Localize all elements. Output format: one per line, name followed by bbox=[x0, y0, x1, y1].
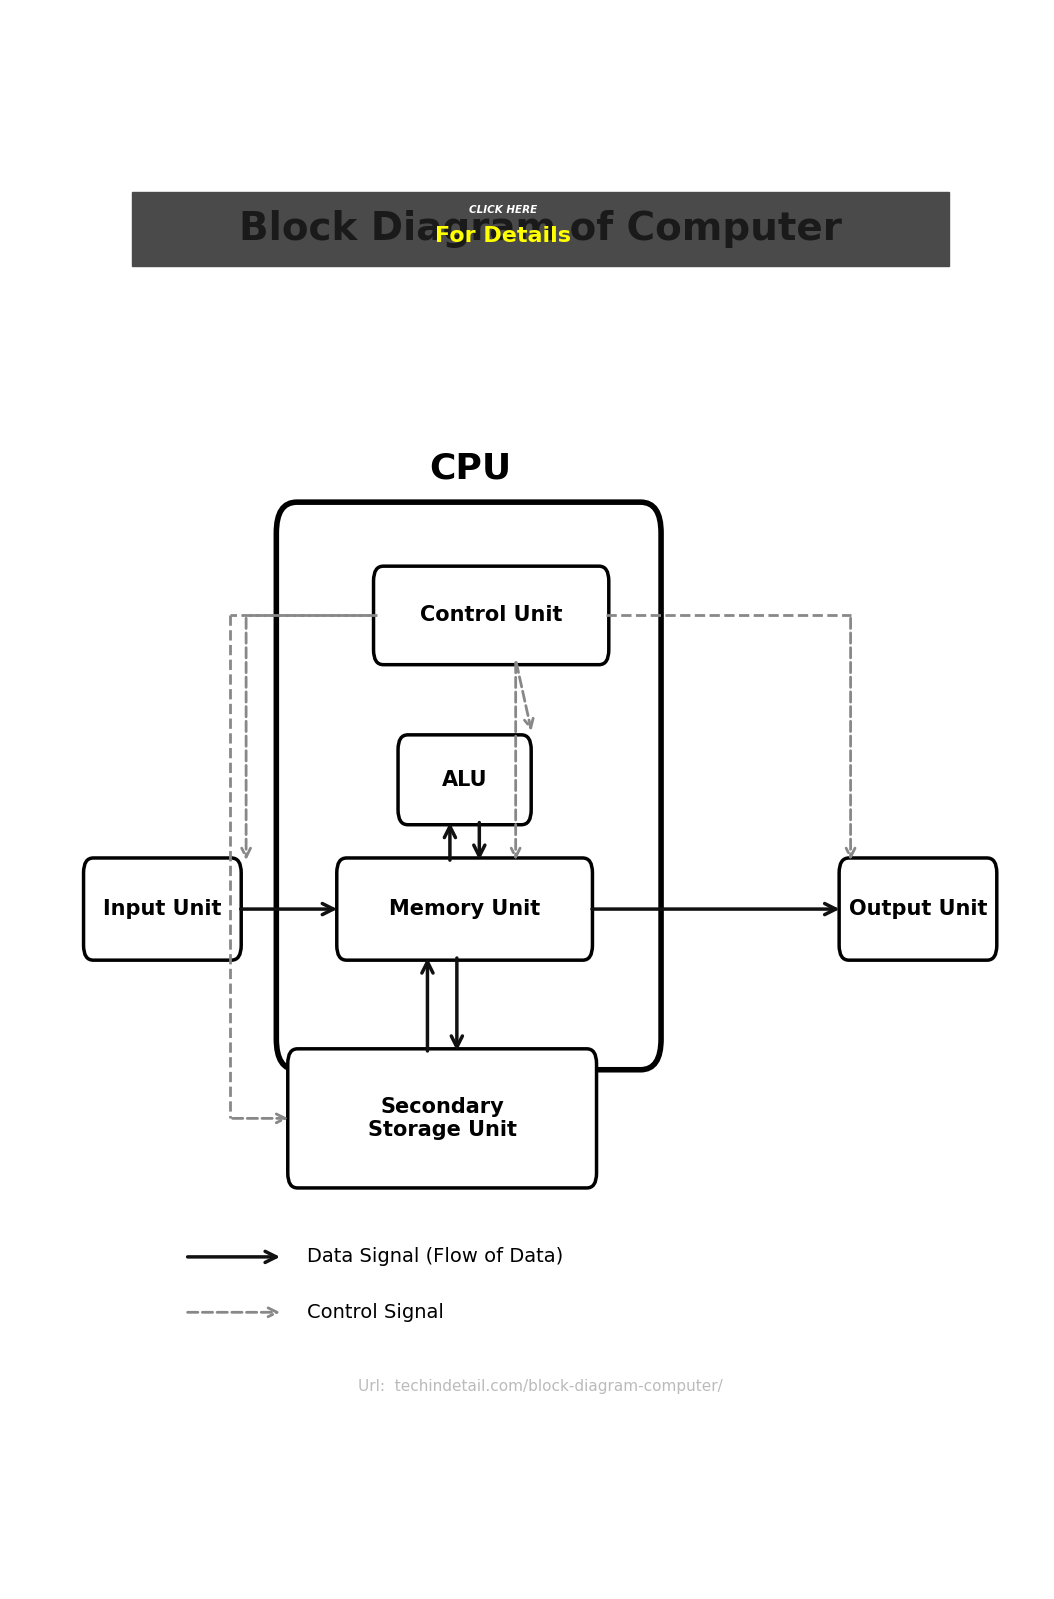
Text: Data Signal (Flow of Data): Data Signal (Flow of Data) bbox=[308, 1247, 564, 1266]
FancyBboxPatch shape bbox=[276, 502, 661, 1070]
Text: Input Unit: Input Unit bbox=[103, 899, 221, 919]
FancyBboxPatch shape bbox=[373, 566, 609, 665]
FancyBboxPatch shape bbox=[83, 859, 241, 959]
Text: Block Diagram of Computer: Block Diagram of Computer bbox=[239, 209, 841, 248]
FancyBboxPatch shape bbox=[337, 859, 592, 959]
Text: For Details: For Details bbox=[435, 225, 571, 246]
Text: Url:  techindetail.com/block-diagram-computer/: Url: techindetail.com/block-diagram-comp… bbox=[357, 1378, 723, 1394]
FancyBboxPatch shape bbox=[288, 1049, 597, 1188]
Bar bbox=[132, 192, 949, 265]
Text: CLICK HERE: CLICK HERE bbox=[469, 205, 538, 216]
Text: Secondary
Storage Unit: Secondary Storage Unit bbox=[368, 1097, 516, 1140]
Text: Control Unit: Control Unit bbox=[419, 606, 563, 625]
Text: Output Unit: Output Unit bbox=[848, 899, 988, 919]
FancyBboxPatch shape bbox=[839, 859, 997, 959]
Text: Memory Unit: Memory Unit bbox=[389, 899, 541, 919]
Text: CPU: CPU bbox=[430, 453, 512, 486]
FancyBboxPatch shape bbox=[398, 736, 531, 825]
Text: ALU: ALU bbox=[442, 769, 487, 790]
Text: Control Signal: Control Signal bbox=[308, 1303, 444, 1322]
